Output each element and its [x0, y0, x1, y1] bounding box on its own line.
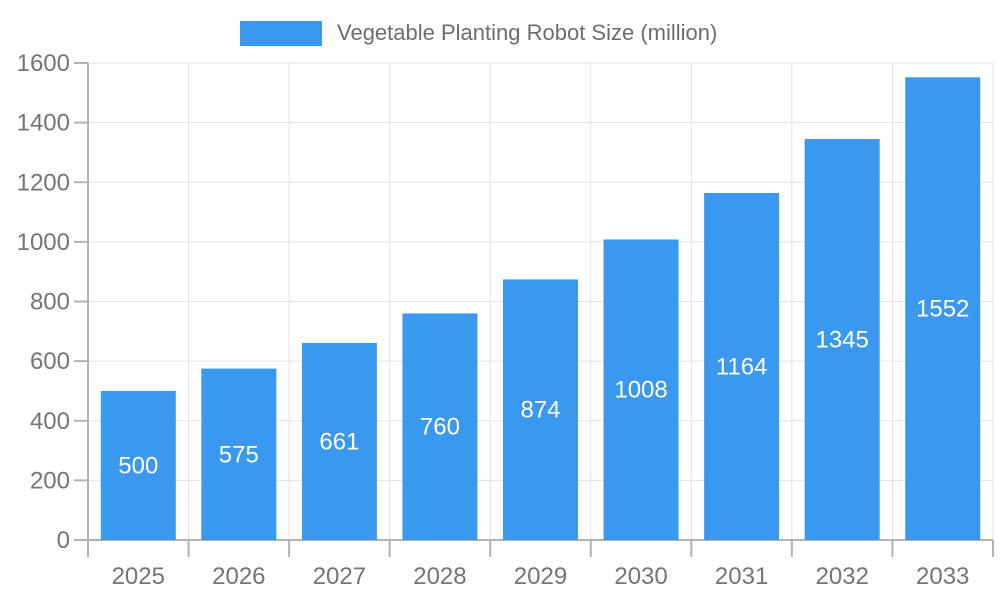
- bar-2029: [503, 279, 578, 540]
- bar-value-label: 1164: [716, 353, 768, 380]
- bar-value-label: 575: [219, 441, 259, 468]
- bar-value-label: 1008: [614, 377, 667, 404]
- x-tick-label-2028: 2028: [413, 563, 466, 590]
- bar-2025: [100, 390, 176, 540]
- x-tick-label-2031: 2031: [715, 563, 768, 590]
- bar-2028: [402, 313, 478, 540]
- x-tick-label-2033: 2033: [916, 563, 969, 590]
- y-tick-label: 400: [30, 408, 70, 435]
- y-tick-label: 1600: [17, 50, 70, 77]
- bar-value-label: 500: [118, 452, 158, 479]
- legend-swatch-icon: [240, 20, 322, 46]
- bar-2026: [201, 368, 277, 540]
- bar-2030: [603, 239, 679, 541]
- bar-2031: [704, 192, 780, 541]
- bar-2027: [301, 342, 377, 540]
- bar-value-label: 1552: [916, 296, 969, 323]
- bar-2033: [905, 77, 981, 540]
- bar-value-label: 874: [520, 397, 560, 424]
- x-tick-label-2025: 2025: [112, 563, 165, 590]
- y-tick-label: 1000: [17, 229, 70, 256]
- bar-value-label: 661: [319, 428, 359, 455]
- x-tick-label-2032: 2032: [815, 563, 868, 590]
- bar-value-label: 1345: [815, 327, 868, 354]
- x-tick-label-2030: 2030: [614, 563, 667, 590]
- legend-item[interactable]: Vegetable Planting Robot Size (million): [240, 20, 717, 46]
- y-tick-label: 0: [57, 527, 70, 554]
- x-tick-label-2027: 2027: [313, 563, 366, 590]
- y-tick-label: 800: [30, 289, 70, 316]
- y-tick-label: 1200: [17, 169, 70, 196]
- x-tick-label-2026: 2026: [212, 563, 265, 590]
- y-tick-label: 200: [30, 467, 70, 494]
- y-tick-label: 600: [30, 348, 70, 375]
- legend-label: Vegetable Planting Robot Size (million): [337, 20, 718, 45]
- bar-value-label: 760: [420, 414, 460, 441]
- y-tick-label: 1400: [17, 110, 70, 137]
- bar-2032: [804, 139, 880, 540]
- x-tick-label-2029: 2029: [514, 563, 567, 590]
